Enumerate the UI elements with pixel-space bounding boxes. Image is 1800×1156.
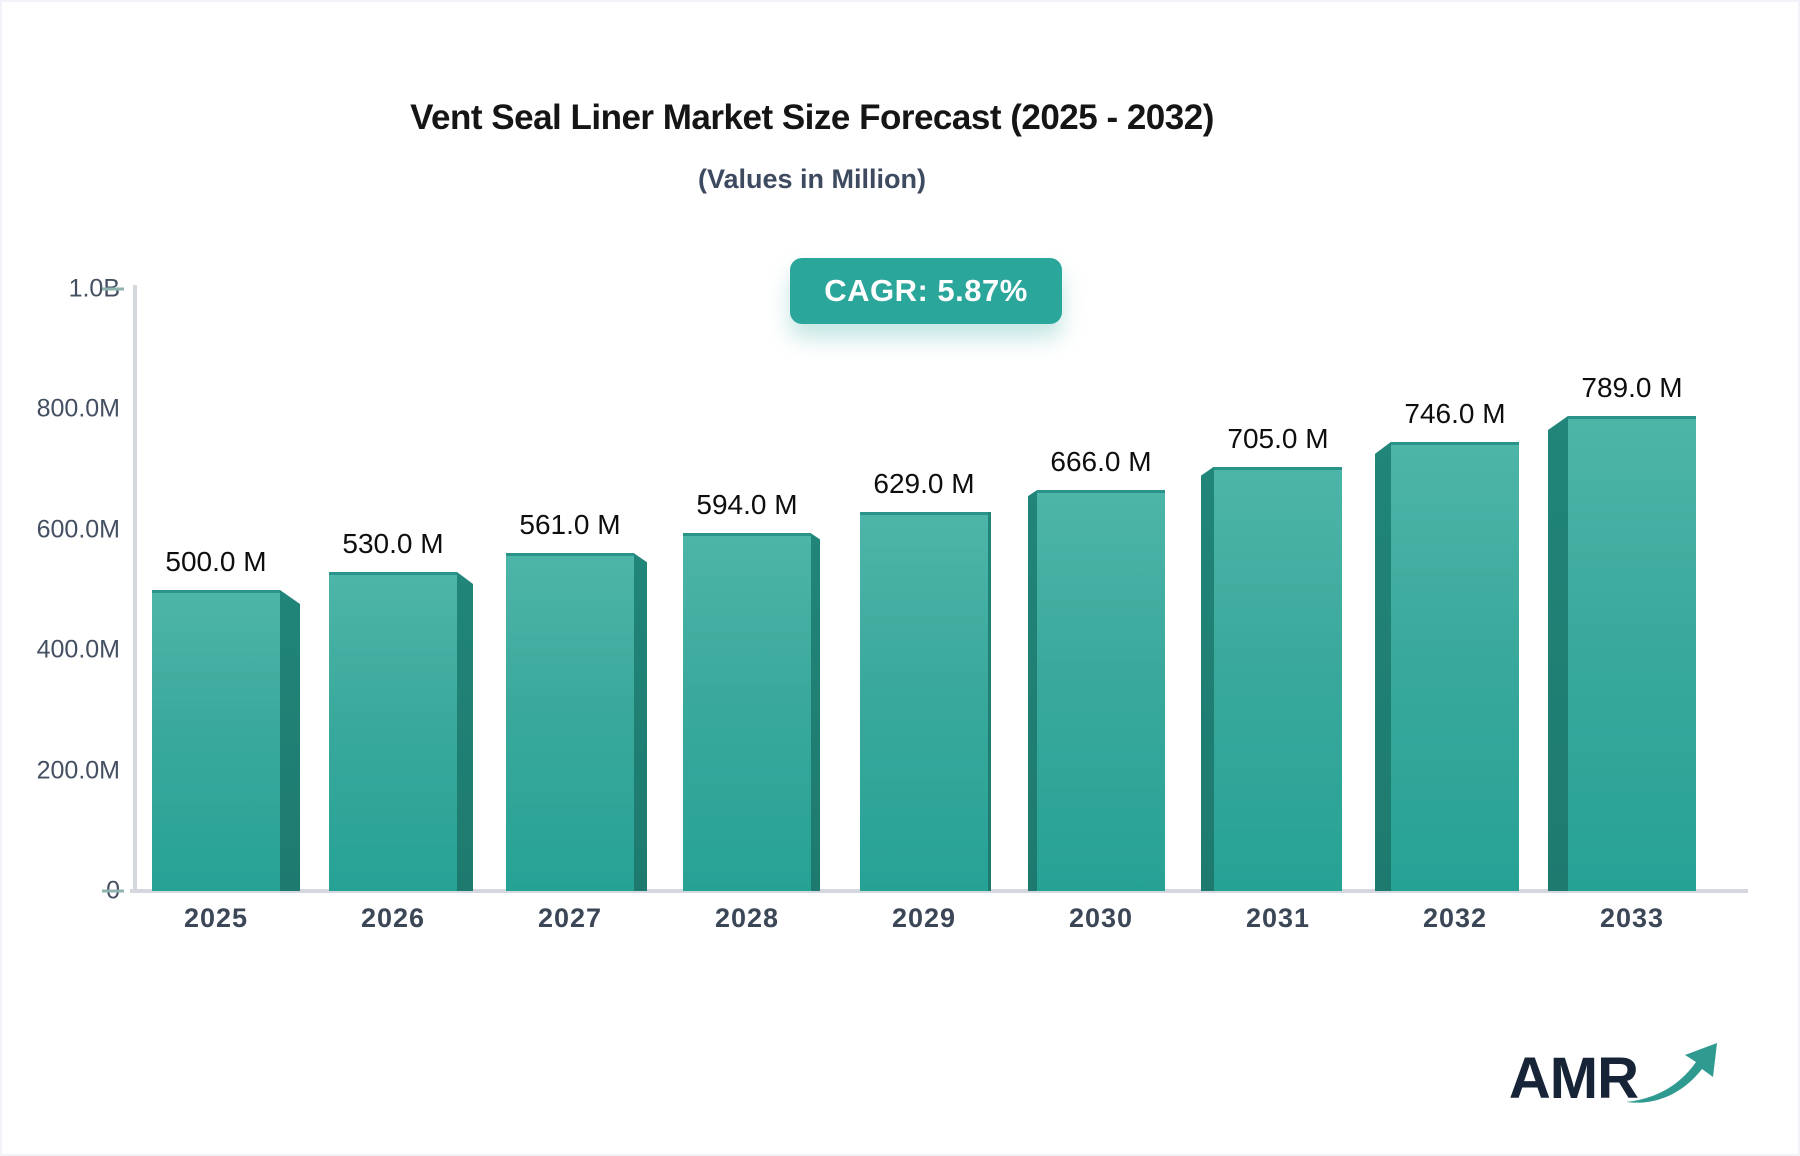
x-tick-label: 2029 [891,903,957,933]
chart-title: Vent Seal Liner Market Size Forecast (20… [410,98,1214,137]
x-tick-label: 2026 [360,903,426,933]
bar-2029 [860,512,988,891]
bar-3d-side [1375,441,1391,891]
bar-2033 [1568,416,1696,891]
bar-3d-side [280,590,300,891]
x-tick-label: 2032 [1422,903,1488,933]
x-tick-label: 2025 [183,903,249,933]
bar-value-label: 500.0 M [165,546,267,577]
bar-3d-side [1201,466,1214,891]
bar-value-label: 530.0 M [342,527,444,559]
chart-subtitle: (Values in Million) [697,164,927,194]
growth-arrow-icon [1626,1043,1717,1103]
bar-2027 [506,553,634,891]
x-tick-label: 2027 [537,903,603,933]
bar-3d-side [988,512,991,891]
bar-3d-side [634,553,647,891]
x-tick-label: 2030 [1068,903,1134,933]
x-axis-line [130,889,1748,893]
bar-value-label: 666.0 M [1050,446,1152,478]
bar-value-label: 789.0 M [1581,372,1683,404]
bar-3d-side [1548,416,1568,891]
y-tick-label: 400.0M [36,635,120,664]
bar-3d-side [811,533,820,891]
bar-2026 [329,571,457,891]
x-tick-label: 2031 [1245,903,1311,933]
bar-2032 [1391,441,1519,891]
bar-value-label: 746.0 M [1404,397,1506,429]
y-tick-dash [102,287,124,291]
y-tick-label: 200.0M [36,756,120,785]
bar-2031 [1214,466,1342,891]
y-tick-label: 600.0M [36,515,120,544]
y-axis-line [133,285,137,893]
bar-value-label: 561.0 M [519,509,621,541]
bar-3d-side [1028,490,1037,891]
bar-value-label: 629.0 M [873,468,975,500]
y-tick-label: 800.0M [36,394,120,423]
bar-3d-side [457,571,473,891]
y-tick-dash [102,889,124,893]
brand-logo: AMR [1508,1043,1720,1112]
x-tick-label: 2033 [1599,903,1665,933]
brand-logo-text: AMR [1508,1046,1639,1111]
bar-2030 [1037,490,1165,891]
bar-value-label: 705.0 M [1227,422,1329,454]
x-tick-label: 2028 [714,903,780,933]
cagr-badge: CAGR: 5.87% [790,258,1062,324]
bar-value-label: 594.0 M [696,489,798,521]
bar-2025 [152,590,280,891]
bar-2028 [683,533,811,891]
